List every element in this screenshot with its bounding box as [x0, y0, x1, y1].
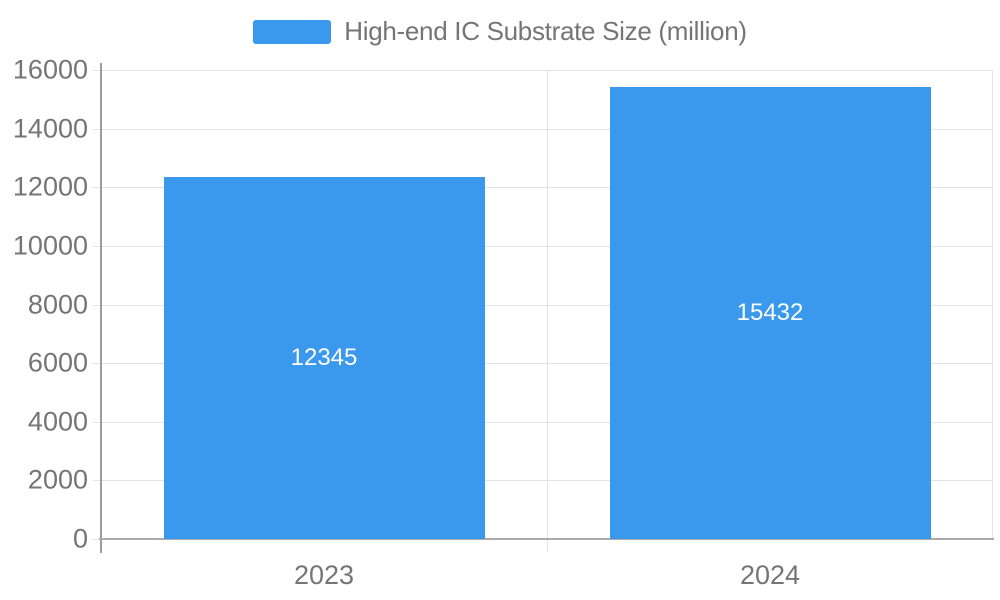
- x-axis-line: [99, 538, 994, 540]
- y-axis-tick-4000: [93, 421, 101, 423]
- y-axis-label-8000: 8000: [27, 289, 88, 319]
- bar-2023[interactable]: 12345: [163, 177, 485, 539]
- legend-label: High-end IC Substrate Size (million): [344, 16, 747, 46]
- y-axis-tick-6000: [93, 363, 101, 365]
- x-axis-label-2024: 2024: [739, 560, 801, 590]
- plot-area: 0 2000 4000 6000 8000 10000 12000 14000 16000 123…: [13, 55, 994, 590]
- y-axis-label-16000: 16000: [12, 54, 88, 85]
- bar-value-label-2024: 15432: [736, 298, 804, 326]
- y-axis-tick-0: [93, 539, 101, 540]
- plot-right-border: [992, 70, 993, 539]
- y-axis-tick-8000: [93, 304, 101, 306]
- bar-2024[interactable]: 15432: [609, 86, 931, 539]
- y-axis-label-0: 0: [72, 523, 88, 554]
- y-axis-tick-10000: [93, 245, 101, 247]
- y-axis-tick-14000: [93, 128, 101, 130]
- y-axis-label-12000: 12000: [12, 171, 88, 202]
- legend[interactable]: High-end IC Substrate Size (million): [0, 16, 1000, 47]
- bar-value-label-2023: 12345: [290, 344, 358, 372]
- category-divider-line: [547, 70, 548, 539]
- x-axis-label-2023: 2023: [293, 560, 355, 590]
- y-axis-label-10000: 10000: [12, 230, 88, 261]
- y-axis-tick-12000: [93, 187, 101, 189]
- y-axis-label-4000: 4000: [27, 406, 88, 437]
- y-axis-label-2000: 2000: [27, 464, 88, 495]
- y-axis-label-14000: 14000: [12, 113, 88, 144]
- x-axis-tick-divider: [547, 539, 548, 553]
- y-axis-tick-16000: [93, 70, 101, 71]
- y-axis-line: [100, 63, 102, 553]
- legend-swatch: [253, 19, 332, 44]
- y-axis-tick-2000: [93, 480, 101, 482]
- y-axis-label-6000: 6000: [27, 347, 88, 378]
